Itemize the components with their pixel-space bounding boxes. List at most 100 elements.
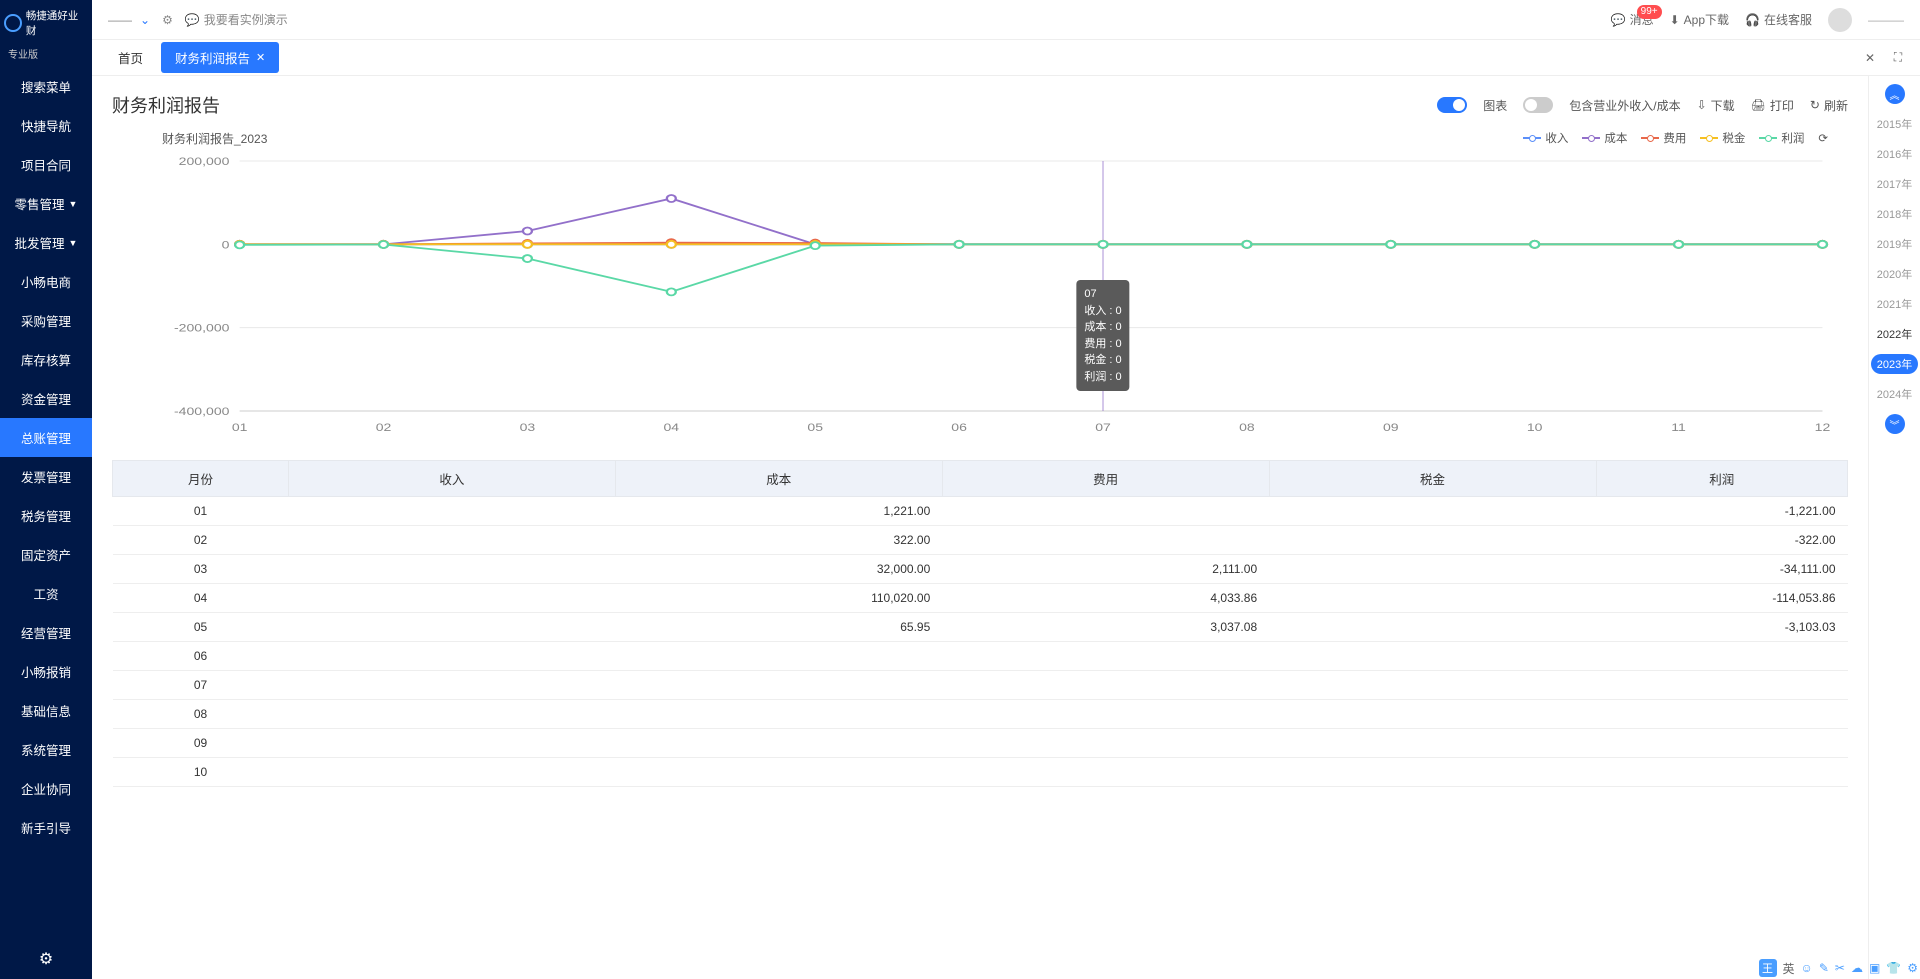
table-row: 02322.00-322.00 xyxy=(113,526,1848,555)
sidebar-item[interactable]: 新手引导 xyxy=(0,808,92,847)
table-cell: 01 xyxy=(113,497,289,526)
year-item[interactable]: 2016年 xyxy=(1871,144,1918,164)
sidebar-item[interactable]: 经营管理 xyxy=(0,613,92,652)
ime-lang[interactable]: 英 xyxy=(1783,960,1795,977)
sidebar-item[interactable]: 发票管理 xyxy=(0,457,92,496)
ime-icon-6[interactable]: 👕 xyxy=(1886,961,1901,975)
sidebar-item[interactable]: 系统管理 xyxy=(0,730,92,769)
download-label: 下载 xyxy=(1711,97,1735,114)
company-selector[interactable]: —— ⌄ xyxy=(108,13,150,27)
demo-label: 我要看实例演示 xyxy=(204,11,288,28)
line-chart[interactable]: 200,0000-200,000-400,0000102030405060708… xyxy=(112,151,1848,441)
table-cell xyxy=(942,526,1269,555)
table-cell xyxy=(615,642,942,671)
nav-label: 库存核算 xyxy=(21,350,71,369)
legend-item[interactable]: 收入 xyxy=(1523,130,1568,146)
tabs-bar: 首页 财务利润报告 ✕ ✕ ⛶ xyxy=(92,40,1920,76)
legend-restore[interactable]: ⟳ xyxy=(1818,130,1828,146)
year-item[interactable]: 2023年 xyxy=(1871,354,1918,374)
legend-item[interactable]: 成本 xyxy=(1582,130,1627,146)
sidebar-item[interactable]: 小畅电商 xyxy=(0,262,92,301)
year-up-button[interactable]: ︽ xyxy=(1885,84,1905,104)
ime-icon-4[interactable]: ☁ xyxy=(1851,961,1863,975)
sidebar-item[interactable]: 基础信息 xyxy=(0,691,92,730)
year-panel: ︽ 2015年 2016年 2017年 2018年 2019年 2020年 2021年 202… xyxy=(1868,76,1920,979)
year-item[interactable]: 2020年 xyxy=(1871,264,1918,284)
sidebar-item[interactable]: 税务管理 xyxy=(0,496,92,535)
ime-icon-7[interactable]: ⚙ xyxy=(1907,961,1918,975)
svg-text:01: 01 xyxy=(232,421,248,433)
print-button[interactable]: 🖨打印 xyxy=(1751,97,1794,114)
ime-bar: 王 英 ☺ ✎ ✂ ☁ ▣ 👕 ⚙ xyxy=(1759,959,1918,977)
table-cell: 03 xyxy=(113,555,289,584)
year-item[interactable]: 2019年 xyxy=(1871,234,1918,254)
tab-report[interactable]: 财务利润报告 ✕ xyxy=(161,42,279,73)
sidebar-item[interactable]: 库存核算 xyxy=(0,340,92,379)
year-item[interactable]: 2018年 xyxy=(1871,204,1918,224)
download-button[interactable]: ⬇ App下载 xyxy=(1670,11,1729,28)
ime-icon-3[interactable]: ✂ xyxy=(1835,961,1845,975)
table-cell xyxy=(1269,642,1596,671)
year-item[interactable]: 2017年 xyxy=(1871,174,1918,194)
table-cell xyxy=(615,729,942,758)
svg-text:07: 07 xyxy=(1095,421,1111,433)
demo-link[interactable]: 💬 我要看实例演示 xyxy=(185,11,288,28)
chart-toggle[interactable] xyxy=(1437,97,1467,113)
nav-label: 基础信息 xyxy=(21,701,71,720)
year-item[interactable]: 2024年 xyxy=(1871,384,1918,404)
ime-icon-1[interactable]: ☺ xyxy=(1801,961,1813,975)
sidebar-item[interactable]: 工资 xyxy=(0,574,92,613)
gear-icon[interactable]: ⚙ xyxy=(162,13,173,27)
close-all-icon[interactable]: ✕ xyxy=(1860,48,1880,68)
sidebar-item[interactable]: 采购管理 xyxy=(0,301,92,340)
ime-icon-5[interactable]: ▣ xyxy=(1869,961,1880,975)
sidebar-item[interactable]: 零售管理▼ xyxy=(0,184,92,223)
avatar[interactable] xyxy=(1828,8,1852,32)
table-header: 收入 xyxy=(289,461,616,497)
messages-button[interactable]: 💬 消息 99+ xyxy=(1611,11,1654,28)
legend-item[interactable]: 税金 xyxy=(1700,130,1745,146)
tab-home[interactable]: 首页 xyxy=(104,42,157,73)
table-row: 09 xyxy=(113,729,1848,758)
nav-label: 税务管理 xyxy=(21,506,71,525)
table-cell xyxy=(289,613,616,642)
ime-icon-2[interactable]: ✎ xyxy=(1819,961,1829,975)
sidebar-item[interactable]: 快捷导航 xyxy=(0,106,92,145)
nav-label: 零售管理 xyxy=(15,194,65,213)
nav-label: 批发管理 xyxy=(15,233,65,252)
settings-button[interactable]: ⚙ xyxy=(0,939,92,979)
year-item[interactable]: 2021年 xyxy=(1871,294,1918,314)
download-button[interactable]: ⇩下载 xyxy=(1697,97,1735,114)
year-item[interactable]: 2022年 xyxy=(1871,324,1918,344)
table-cell: 05 xyxy=(113,613,289,642)
legend-label: 税金 xyxy=(1722,130,1745,146)
table-cell xyxy=(942,700,1269,729)
sidebar-item[interactable]: 搜索菜单 xyxy=(0,67,92,106)
sidebar-item[interactable]: 企业协同 xyxy=(0,769,92,808)
top-header: —— ⌄ ⚙ 💬 我要看实例演示 💬 消息 99+ ⬇ App下载 xyxy=(92,0,1920,40)
fullscreen-icon[interactable]: ⛶ xyxy=(1888,48,1908,68)
sidebar-item[interactable]: 固定资产 xyxy=(0,535,92,574)
svg-text:08: 08 xyxy=(1239,421,1255,433)
table-cell: 65.95 xyxy=(615,613,942,642)
year-item[interactable]: 2015年 xyxy=(1871,114,1918,134)
table-cell: 32,000.00 xyxy=(615,555,942,584)
table-cell: 08 xyxy=(113,700,289,729)
include-toggle[interactable] xyxy=(1523,97,1553,113)
nav-label: 采购管理 xyxy=(21,311,71,330)
year-down-button[interactable]: ︾ xyxy=(1885,414,1905,434)
sidebar-item[interactable]: 总账管理 xyxy=(0,418,92,457)
service-button[interactable]: 🎧 在线客服 xyxy=(1745,11,1812,28)
legend-item[interactable]: 利润 xyxy=(1759,130,1804,146)
nav-label: 小畅电商 xyxy=(21,272,71,291)
close-icon[interactable]: ✕ xyxy=(256,51,265,64)
sidebar-item[interactable]: 小畅报销 xyxy=(0,652,92,691)
table-cell: 322.00 xyxy=(615,526,942,555)
ime-main-icon[interactable]: 王 xyxy=(1759,959,1777,977)
refresh-icon: ↻ xyxy=(1810,98,1820,112)
sidebar-item[interactable]: 项目合同 xyxy=(0,145,92,184)
sidebar-item[interactable]: 资金管理 xyxy=(0,379,92,418)
legend-item[interactable]: 费用 xyxy=(1641,130,1686,146)
refresh-button[interactable]: ↻刷新 xyxy=(1810,97,1848,114)
sidebar-item[interactable]: 批发管理▼ xyxy=(0,223,92,262)
